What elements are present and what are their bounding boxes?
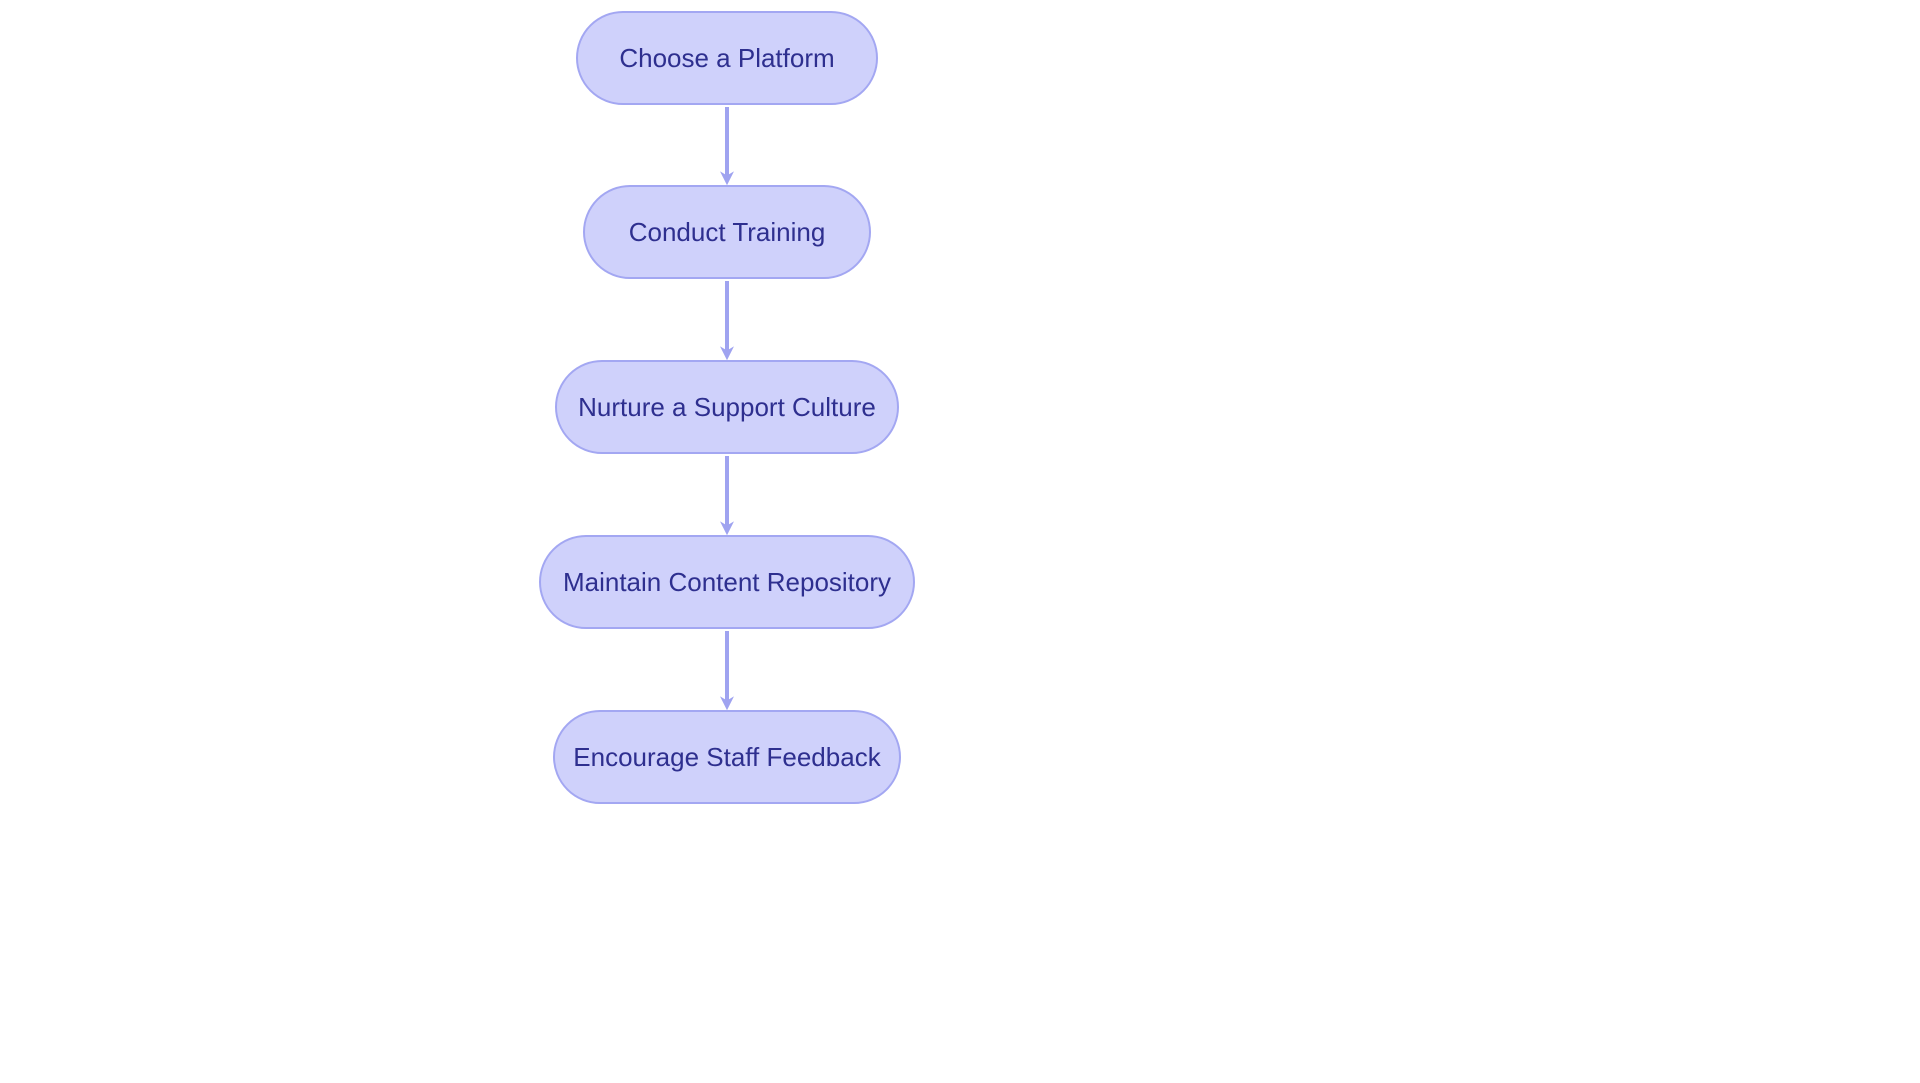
flowchart-node-label: Nurture a Support Culture	[578, 392, 876, 423]
flowchart-edges	[0, 0, 1920, 1083]
flowchart-node: Maintain Content Repository	[539, 535, 915, 629]
flowchart-node: Conduct Training	[583, 185, 871, 279]
flowchart-canvas: Choose a Platform Conduct Training Nurture…	[0, 0, 1920, 1083]
flowchart-node-label: Conduct Training	[629, 217, 826, 248]
flowchart-node: Nurture a Support Culture	[555, 360, 899, 454]
flowchart-node-label: Encourage Staff Feedback	[573, 742, 880, 773]
flowchart-node-label: Choose a Platform	[619, 43, 834, 74]
flowchart-node: Encourage Staff Feedback	[553, 710, 901, 804]
flowchart-node-label: Maintain Content Repository	[563, 567, 891, 598]
flowchart-node: Choose a Platform	[576, 11, 878, 105]
